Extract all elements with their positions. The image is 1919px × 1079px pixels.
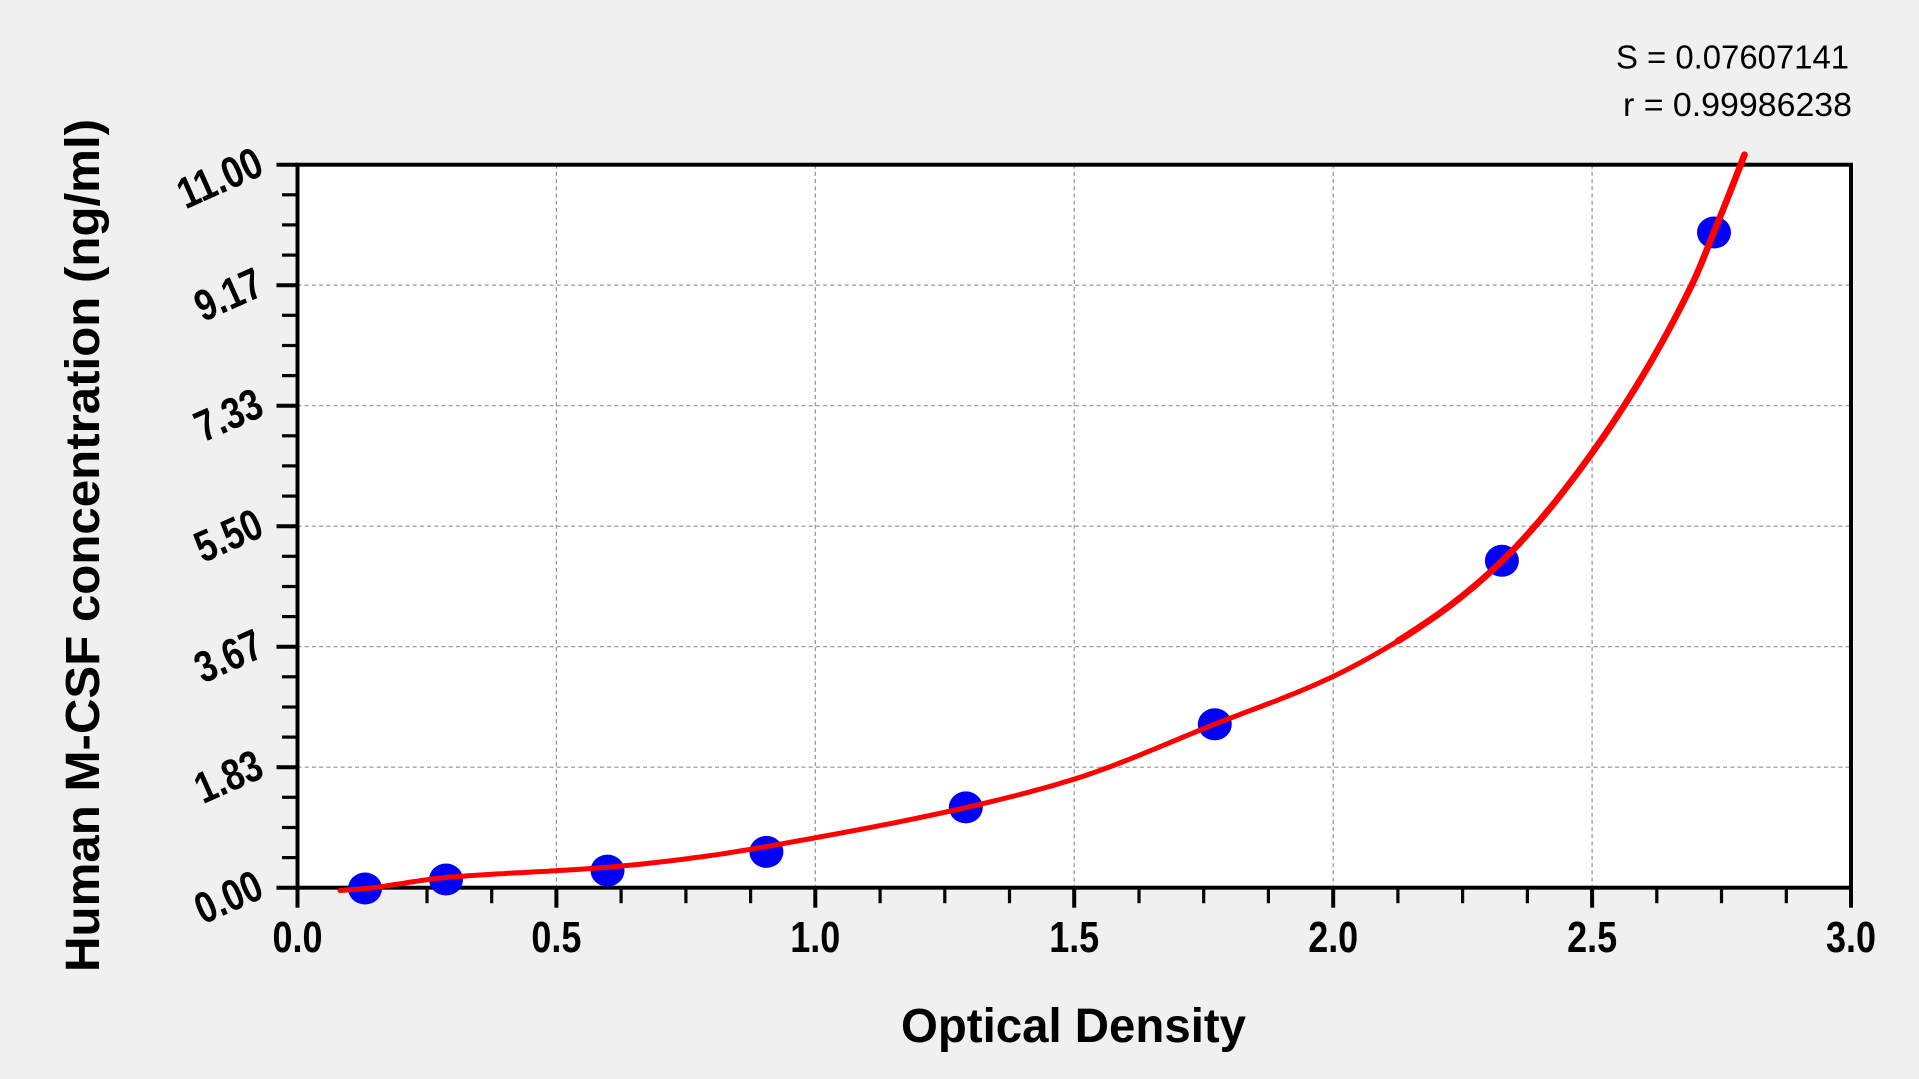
svg-text:Optical Density: Optical Density (901, 1000, 1246, 1053)
svg-text:0.5: 0.5 (531, 913, 581, 962)
svg-text:Human M-CSF concentration (ng/: Human M-CSF concentration (ng/ml) (57, 119, 110, 972)
svg-text:r = 0.99986238: r = 0.99986238 (1623, 86, 1852, 123)
svg-text:S = 0.07607141: S = 0.07607141 (1616, 39, 1849, 76)
svg-text:1.5: 1.5 (1049, 913, 1099, 962)
svg-text:0.0: 0.0 (273, 913, 323, 962)
svg-text:2.0: 2.0 (1308, 913, 1358, 962)
svg-text:1.0: 1.0 (790, 913, 840, 962)
svg-text:3.0: 3.0 (1826, 913, 1876, 962)
svg-text:2.5: 2.5 (1567, 913, 1617, 962)
